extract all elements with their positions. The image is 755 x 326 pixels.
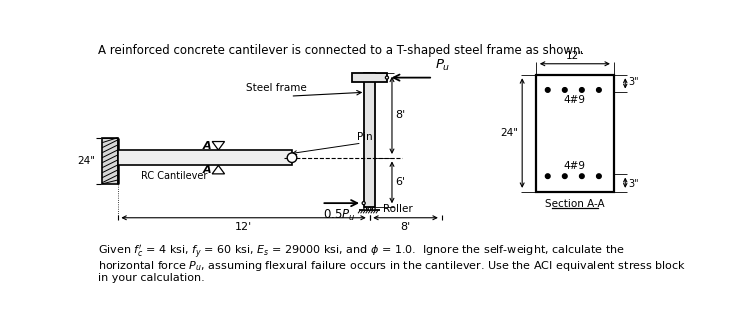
Text: $0.5P_u$: $0.5P_u$ bbox=[323, 208, 356, 223]
Text: 8': 8' bbox=[395, 110, 405, 120]
Circle shape bbox=[545, 174, 550, 179]
Circle shape bbox=[362, 201, 365, 205]
Text: 24": 24" bbox=[501, 128, 518, 138]
Text: 4#9: 4#9 bbox=[564, 95, 586, 105]
Text: 8': 8' bbox=[400, 222, 411, 231]
Circle shape bbox=[287, 153, 297, 162]
Text: A: A bbox=[202, 141, 211, 151]
Text: $P_u$: $P_u$ bbox=[436, 58, 451, 73]
Text: Roller: Roller bbox=[383, 204, 412, 214]
Circle shape bbox=[562, 174, 567, 179]
Text: 6': 6' bbox=[395, 177, 405, 187]
Circle shape bbox=[385, 76, 389, 79]
Text: in your calculation.: in your calculation. bbox=[98, 273, 205, 283]
Bar bbox=[118, 150, 292, 165]
Circle shape bbox=[364, 207, 367, 210]
Text: 3": 3" bbox=[628, 179, 639, 189]
Circle shape bbox=[580, 88, 584, 92]
Text: horizontal force $P_u$, assuming flexural failure occurs in the cantilever. Use : horizontal force $P_u$, assuming flexura… bbox=[98, 259, 686, 273]
Bar bbox=[102, 138, 118, 184]
Circle shape bbox=[562, 88, 567, 92]
Text: Given $f^{\prime}_c$ = 4 ksi, $f_y$ = 60 ksi, $E_s$ = 29000 ksi, and $\phi$ = 1.: Given $f^{\prime}_c$ = 4 ksi, $f_y$ = 60… bbox=[98, 244, 625, 261]
Text: 12': 12' bbox=[235, 222, 252, 231]
Circle shape bbox=[596, 174, 601, 179]
Bar bbox=[353, 73, 387, 82]
Text: Steel frame: Steel frame bbox=[246, 83, 307, 93]
Circle shape bbox=[545, 88, 550, 92]
Text: Section A-A: Section A-A bbox=[545, 199, 605, 209]
Text: RC Cantilever: RC Cantilever bbox=[141, 171, 208, 181]
Text: A: A bbox=[202, 165, 211, 175]
Bar bbox=[536, 75, 614, 192]
Text: 12": 12" bbox=[566, 51, 584, 61]
Circle shape bbox=[368, 207, 371, 210]
Circle shape bbox=[372, 207, 375, 210]
Text: Pin: Pin bbox=[357, 131, 373, 141]
Text: 4#9: 4#9 bbox=[564, 161, 586, 171]
Text: 24": 24" bbox=[77, 156, 95, 166]
Circle shape bbox=[580, 174, 584, 179]
Text: A reinforced concrete cantilever is connected to a T-shaped steel frame as shown: A reinforced concrete cantilever is conn… bbox=[98, 44, 584, 57]
Circle shape bbox=[596, 88, 601, 92]
Text: 3": 3" bbox=[628, 77, 639, 87]
Bar bbox=[364, 73, 375, 207]
